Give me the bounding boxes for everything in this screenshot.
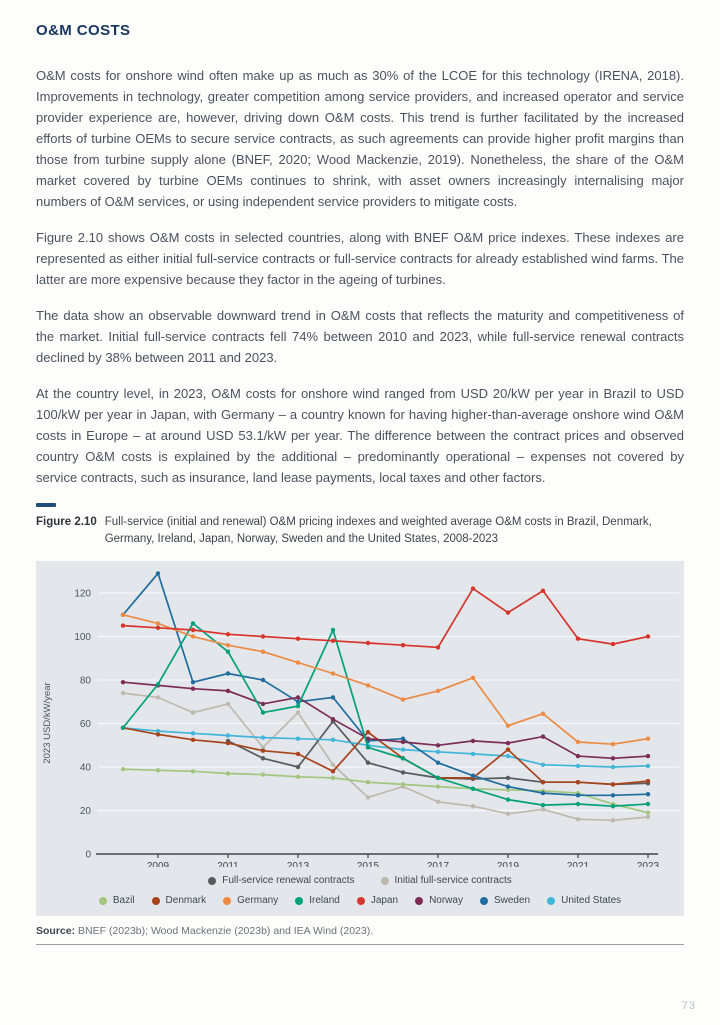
paragraph-3: The data show an observable downward tre…	[36, 308, 684, 365]
legend-contracts: Full-service renewal contracts Initial fu…	[36, 875, 684, 886]
svg-text:2009: 2009	[147, 861, 170, 867]
legend-countries: Bazil Denmark Germany Ireland Japan Norway Swe…	[36, 895, 684, 906]
svg-text:0: 0	[85, 850, 91, 861]
page-title: O&M COSTS	[36, 22, 131, 39]
footer-rule	[36, 944, 684, 945]
svg-text:120: 120	[74, 589, 91, 600]
legend-dot-icon	[208, 876, 217, 885]
legend-item: Full-service renewal contracts	[208, 875, 355, 886]
svg-text:2023: 2023	[637, 861, 660, 867]
legend-dot-icon	[547, 896, 556, 905]
figure-caption: Full-service (initial and renewal) O&M p…	[104, 516, 652, 545]
svg-text:2017: 2017	[427, 861, 450, 867]
figure-accent-dash	[36, 503, 56, 507]
figure-caption-row: Figure 2.10 Full-service (initial and re…	[36, 514, 684, 548]
legend-item: Sweden	[479, 895, 530, 906]
svg-text:2015: 2015	[357, 861, 380, 867]
paragraph-1: O&M costs for onshore wind often make up…	[36, 68, 684, 209]
legend-dot-icon	[295, 896, 304, 905]
svg-text:2013: 2013	[287, 861, 310, 867]
figure-chart: 0 20 40 60 80 100 120 2009 2011 2013 2015 2017 2019 2…	[36, 561, 684, 916]
figure-label: Figure 2.10	[36, 516, 97, 528]
source-line: Source: BNEF (2023b); Wood Mackenzie (20…	[36, 925, 684, 937]
svg-text:2011: 2011	[217, 861, 239, 867]
legend-dot-icon	[356, 896, 365, 905]
legend-dot-icon	[380, 876, 389, 885]
paragraph-2: Figure 2.10 shows O&M costs in selected …	[36, 230, 684, 287]
legend-dot-icon	[223, 896, 232, 905]
chart-svg: 0 20 40 60 80 100 120 2009 2011 2013 2015 2017 2019 2…	[42, 571, 679, 872]
legend-item: Denmark	[151, 895, 206, 906]
page-number: 73	[681, 1000, 696, 1012]
legend-dot-icon	[415, 896, 424, 905]
legend-item: Japan	[356, 895, 398, 906]
legend-item: United States	[547, 895, 621, 906]
svg-text:100: 100	[74, 632, 91, 643]
legend-item: Germany	[223, 895, 278, 906]
svg-text:2019: 2019	[497, 861, 520, 867]
paragraph-4: At the country level, in 2023, O&M costs…	[36, 386, 684, 485]
legend-dot-icon	[151, 896, 160, 905]
svg-text:20: 20	[80, 806, 92, 817]
svg-text:60: 60	[80, 719, 92, 730]
legend-dot-icon	[479, 896, 488, 905]
svg-text:80: 80	[80, 676, 92, 687]
source-label: Source:	[36, 925, 76, 937]
svg-text:40: 40	[80, 763, 92, 774]
legend-item: Bazil	[98, 895, 135, 906]
legend-item: Norway	[415, 895, 463, 906]
svg-text:2023 USD/kW/year: 2023 USD/kW/year	[42, 682, 53, 763]
legend-dot-icon	[98, 896, 107, 905]
legend-item: Initial full-service contracts	[380, 875, 512, 886]
svg-text:2021: 2021	[567, 861, 590, 867]
legend-item: Ireland	[295, 895, 340, 906]
source-text: BNEF (2023b); Wood Mackenzie (2023b) and…	[75, 925, 374, 937]
